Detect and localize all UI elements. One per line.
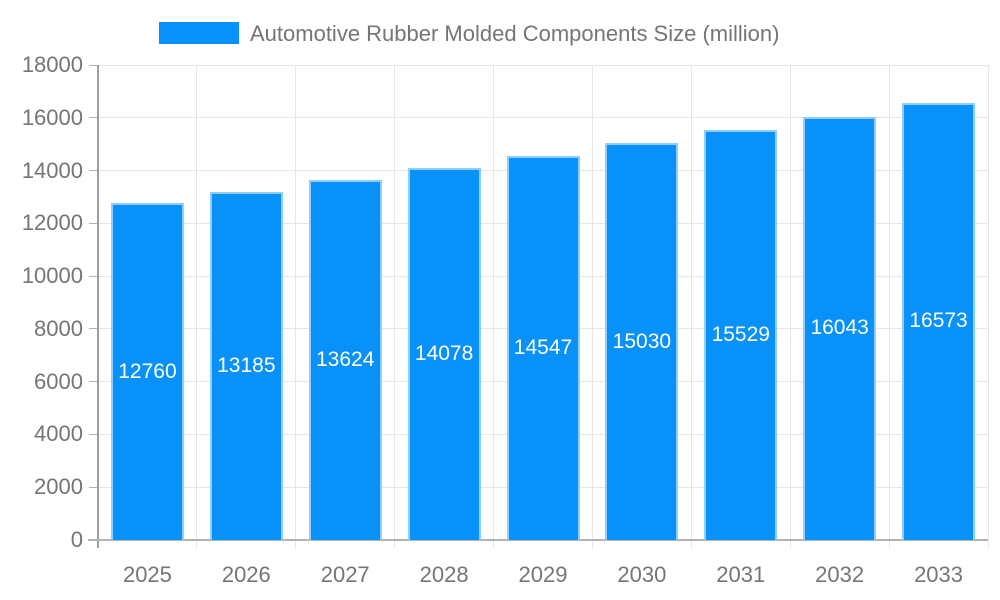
bar[interactable] <box>110 203 184 540</box>
gridline-v <box>493 65 495 548</box>
y-tick <box>89 328 98 330</box>
x-tick-label: 2033 <box>914 562 964 587</box>
y-tick-label: 14000 <box>21 157 83 183</box>
gridline-v <box>789 65 791 548</box>
gridline-v <box>888 65 890 548</box>
bar[interactable] <box>407 168 481 540</box>
bar[interactable] <box>803 116 877 540</box>
x-tick-label: 2025 <box>122 562 172 587</box>
gridline-v <box>196 65 198 548</box>
legend-swatch[interactable] <box>159 22 239 44</box>
y-tick <box>89 275 98 277</box>
bar[interactable] <box>902 102 976 540</box>
x-tick-label: 2029 <box>518 562 568 587</box>
y-tick-label: 2000 <box>34 474 83 500</box>
y-tick-label: 12000 <box>21 210 83 236</box>
y-tick-label: 18000 <box>21 52 83 77</box>
y-tick-label: 8000 <box>34 315 83 341</box>
x-tick-label: 2030 <box>617 562 667 587</box>
y-tick <box>89 117 98 119</box>
gridline-v <box>690 65 692 548</box>
bar[interactable] <box>308 180 382 540</box>
x-tick-label: 2027 <box>320 562 370 587</box>
y-tick-label: 16000 <box>21 104 83 130</box>
y-tick-label: 0 <box>70 527 83 552</box>
gridline-v <box>987 65 989 548</box>
y-tick <box>89 486 98 488</box>
bar[interactable] <box>506 156 580 540</box>
gridline-h <box>98 64 988 66</box>
y-axis-line <box>97 65 99 548</box>
y-tick <box>89 222 98 224</box>
gridline-h <box>98 117 988 119</box>
y-tick <box>89 170 98 172</box>
bar[interactable] <box>209 192 283 540</box>
bar[interactable] <box>704 130 778 540</box>
x-tick-label: 2031 <box>716 562 766 587</box>
bar[interactable] <box>605 143 679 540</box>
y-tick <box>89 381 98 383</box>
y-tick-label: 4000 <box>34 421 83 447</box>
x-axis-line <box>88 539 988 541</box>
x-tick-label: 2032 <box>815 562 865 587</box>
x-tick-label: 2028 <box>419 562 469 587</box>
y-tick <box>89 433 98 435</box>
gridline-v <box>394 65 396 548</box>
x-tick-label: 2026 <box>221 562 271 587</box>
y-tick <box>89 64 98 66</box>
y-tick-label: 10000 <box>21 263 83 289</box>
y-tick-label: 6000 <box>34 368 83 394</box>
gridline-v <box>295 65 297 548</box>
legend-label[interactable]: Automotive Rubber Molded Components Size… <box>250 21 780 46</box>
gridline-v <box>591 65 593 548</box>
